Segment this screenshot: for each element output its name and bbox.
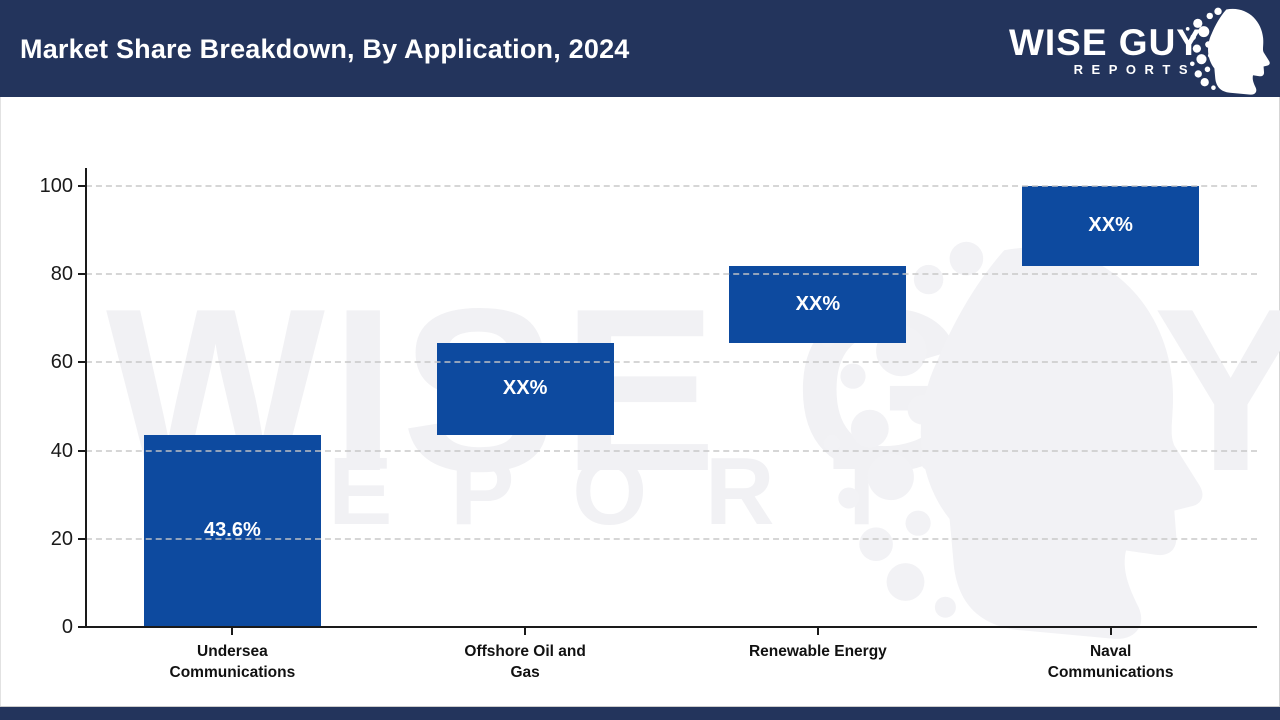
gridline <box>86 185 1257 187</box>
y-tick-label: 60 <box>50 351 73 374</box>
gridline <box>86 361 1257 364</box>
x-tick <box>524 628 527 635</box>
footer-bar <box>0 706 1280 720</box>
y-tick-label: 0 <box>61 616 73 638</box>
logo-head-icon <box>1185 7 1270 95</box>
x-axis <box>85 626 1257 628</box>
header: Market Share Breakdown, By Application, … <box>0 0 1280 97</box>
x-category-label: Naval Communications <box>1047 643 1174 681</box>
y-axis <box>85 168 87 628</box>
y-tick <box>78 185 86 187</box>
x-category-label: Undersea Communications <box>169 643 296 681</box>
bar-value-label: 43.6% <box>204 519 261 542</box>
chart-bar: 43.6% <box>143 434 321 627</box>
y-tick-label: 20 <box>50 527 73 550</box>
wiseguy-logo: WISE GUY REPORTS <box>1008 0 1272 97</box>
bar-value-label: XX% <box>502 377 548 400</box>
chart-bar: XX% <box>729 265 907 343</box>
y-tick <box>78 449 86 452</box>
logo-wordmark: WISE GUY <box>1008 22 1202 63</box>
y-tick <box>78 273 86 276</box>
x-category-label: Renewable Energy <box>748 643 887 660</box>
watermark-head-icon <box>819 241 1203 639</box>
chart-canvas: WISE GUY REPORTS 0 20 40 60 80 100 43.6% Unders… <box>0 97 1280 706</box>
x-tick <box>816 628 819 635</box>
chart-title: Market Share Breakdown, By Application, … <box>20 34 630 64</box>
chart-bar: XX% <box>436 342 614 435</box>
gridline <box>86 537 1257 540</box>
y-tick <box>78 537 86 540</box>
y-tick <box>78 626 86 628</box>
bar-value-label: XX% <box>1088 214 1133 237</box>
x-category-label: Offshore Oil and Gas <box>464 643 586 681</box>
y-tick-label: 100 <box>39 175 73 197</box>
x-tick <box>1109 628 1112 635</box>
gridline <box>86 449 1257 452</box>
x-tick <box>231 628 234 635</box>
y-tick <box>78 361 86 364</box>
y-tick-label: 40 <box>50 439 73 462</box>
bar-value-label: XX% <box>795 292 841 315</box>
chart-bar: XX% <box>1022 186 1200 266</box>
y-tick-label: 80 <box>50 263 73 286</box>
logo-subtitle: REPORTS <box>1073 62 1196 77</box>
gridline <box>86 273 1257 276</box>
